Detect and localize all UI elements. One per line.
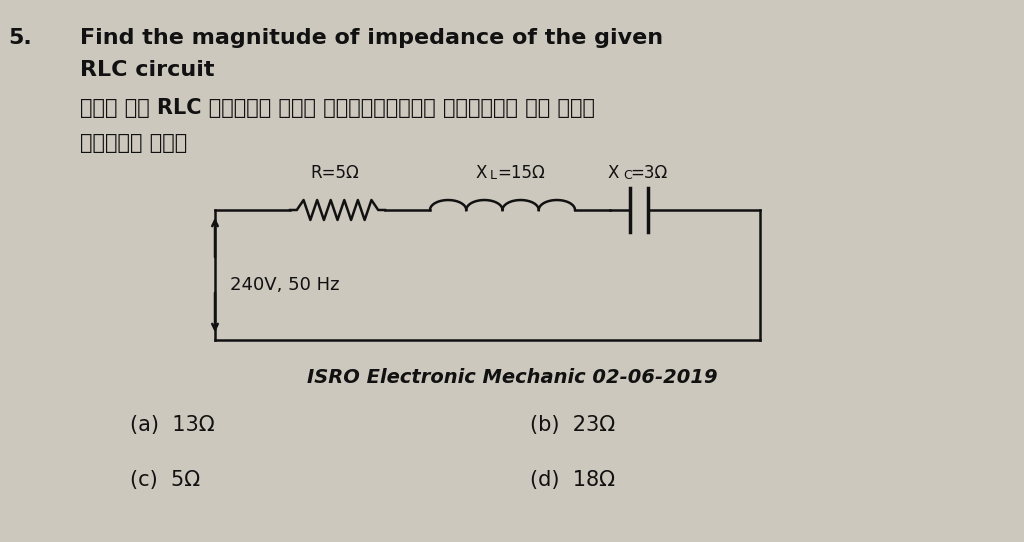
Text: ज्ञात करे: ज्ञात करे: [80, 133, 187, 153]
Text: ISRO Electronic Mechanic 02-06-2019: ISRO Electronic Mechanic 02-06-2019: [306, 368, 718, 387]
Text: R=5Ω: R=5Ω: [310, 164, 359, 182]
Text: Find the magnitude of impedance of the given: Find the magnitude of impedance of the g…: [80, 28, 664, 48]
Text: दिए गए RLC परिपथ में प्रतिबाधा परिमाण का मान: दिए गए RLC परिपथ में प्रतिबाधा परिमाण का…: [80, 98, 595, 118]
Text: 240V, 50 Hz: 240V, 50 Hz: [230, 276, 340, 294]
Text: =15Ω: =15Ω: [497, 164, 545, 182]
Text: RLC circuit: RLC circuit: [80, 60, 214, 80]
Text: X: X: [475, 164, 486, 182]
Text: L: L: [490, 169, 497, 182]
Text: (b)  23Ω: (b) 23Ω: [530, 415, 615, 435]
Text: =3Ω: =3Ω: [630, 164, 668, 182]
Text: 5.: 5.: [8, 28, 32, 48]
Text: (a)  13Ω: (a) 13Ω: [130, 415, 215, 435]
Text: X: X: [608, 164, 620, 182]
Text: (d)  18Ω: (d) 18Ω: [530, 470, 615, 490]
Text: C: C: [623, 169, 632, 182]
Text: (c)  5Ω: (c) 5Ω: [130, 470, 200, 490]
